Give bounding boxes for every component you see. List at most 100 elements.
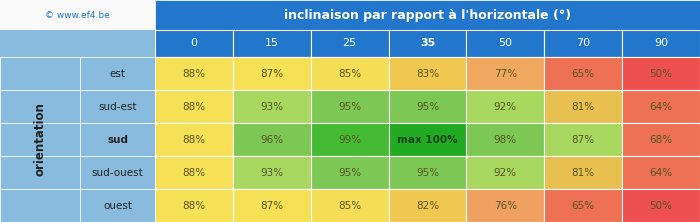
Text: 77%: 77% — [494, 69, 517, 79]
Text: max 100%: max 100% — [397, 135, 458, 145]
Bar — [466, 90, 545, 123]
Text: 70: 70 — [576, 38, 590, 48]
Bar — [622, 189, 700, 222]
Bar — [389, 156, 466, 189]
Bar — [311, 57, 389, 90]
Bar — [0, 0, 155, 30]
Bar — [0, 57, 80, 90]
Bar — [233, 30, 311, 57]
Text: 50%: 50% — [650, 69, 673, 79]
Text: orientation: orientation — [34, 103, 46, 176]
Text: est: est — [109, 69, 125, 79]
Bar — [545, 123, 622, 156]
Text: 25: 25 — [342, 38, 357, 48]
Bar — [622, 90, 700, 123]
Text: 90: 90 — [654, 38, 668, 48]
Bar — [80, 123, 155, 156]
Bar — [545, 156, 622, 189]
Text: 81%: 81% — [572, 168, 595, 178]
Bar — [155, 189, 233, 222]
Bar — [311, 30, 389, 57]
Bar — [80, 156, 155, 189]
Bar — [233, 156, 311, 189]
Text: 83%: 83% — [416, 69, 439, 79]
Text: 95%: 95% — [416, 168, 439, 178]
Text: 15: 15 — [265, 38, 279, 48]
Bar — [622, 156, 700, 189]
Text: sud-ouest: sud-ouest — [92, 168, 144, 178]
Text: sud: sud — [107, 135, 128, 145]
Text: 92%: 92% — [494, 168, 517, 178]
Bar — [545, 189, 622, 222]
Text: 92%: 92% — [494, 101, 517, 111]
Text: 95%: 95% — [338, 101, 361, 111]
Bar — [155, 57, 233, 90]
Bar — [155, 30, 233, 57]
Text: 88%: 88% — [183, 101, 206, 111]
Text: 85%: 85% — [338, 200, 361, 210]
Text: 88%: 88% — [183, 135, 206, 145]
Text: ouest: ouest — [103, 200, 132, 210]
Text: © www.ef4.be: © www.ef4.be — [45, 10, 110, 20]
Text: sud-est: sud-est — [98, 101, 136, 111]
Bar — [155, 123, 233, 156]
Bar — [233, 123, 311, 156]
Text: 99%: 99% — [338, 135, 361, 145]
Bar — [0, 90, 80, 123]
Bar — [80, 189, 155, 222]
Text: 96%: 96% — [260, 135, 284, 145]
Text: 88%: 88% — [183, 200, 206, 210]
Bar — [155, 156, 233, 189]
Text: 64%: 64% — [650, 101, 673, 111]
Text: 76%: 76% — [494, 200, 517, 210]
Bar — [545, 30, 622, 57]
Text: 85%: 85% — [338, 69, 361, 79]
Text: 64%: 64% — [650, 168, 673, 178]
Text: 88%: 88% — [183, 69, 206, 79]
Text: 35: 35 — [420, 38, 435, 48]
Bar — [311, 189, 389, 222]
Text: 95%: 95% — [338, 168, 361, 178]
Bar — [389, 30, 466, 57]
Bar — [466, 189, 545, 222]
Bar — [0, 156, 80, 189]
Bar — [155, 0, 700, 30]
Bar — [622, 57, 700, 90]
Text: 87%: 87% — [260, 200, 284, 210]
Text: 50: 50 — [498, 38, 512, 48]
Bar — [545, 90, 622, 123]
Bar — [545, 57, 622, 90]
Bar — [622, 123, 700, 156]
Bar — [80, 90, 155, 123]
Bar — [389, 90, 466, 123]
Text: 93%: 93% — [260, 168, 284, 178]
Bar — [233, 57, 311, 90]
Bar — [311, 156, 389, 189]
Text: 81%: 81% — [572, 101, 595, 111]
Text: inclinaison par rapport à l'horizontale (°): inclinaison par rapport à l'horizontale … — [284, 8, 571, 22]
Bar — [389, 123, 466, 156]
Text: 68%: 68% — [650, 135, 673, 145]
Bar — [466, 30, 545, 57]
Bar — [155, 90, 233, 123]
Text: 87%: 87% — [260, 69, 284, 79]
Text: 98%: 98% — [494, 135, 517, 145]
Text: 82%: 82% — [416, 200, 439, 210]
Bar — [311, 123, 389, 156]
Text: 88%: 88% — [183, 168, 206, 178]
Bar — [622, 30, 700, 57]
Bar — [0, 30, 155, 57]
Bar — [389, 189, 466, 222]
Bar — [466, 156, 545, 189]
Bar — [233, 189, 311, 222]
Text: 93%: 93% — [260, 101, 284, 111]
Text: 0: 0 — [190, 38, 197, 48]
Text: 50%: 50% — [650, 200, 673, 210]
Bar — [389, 57, 466, 90]
Bar — [466, 123, 545, 156]
Bar — [466, 57, 545, 90]
Bar — [0, 189, 80, 222]
Text: 65%: 65% — [572, 200, 595, 210]
Bar — [0, 123, 80, 156]
Bar — [311, 90, 389, 123]
